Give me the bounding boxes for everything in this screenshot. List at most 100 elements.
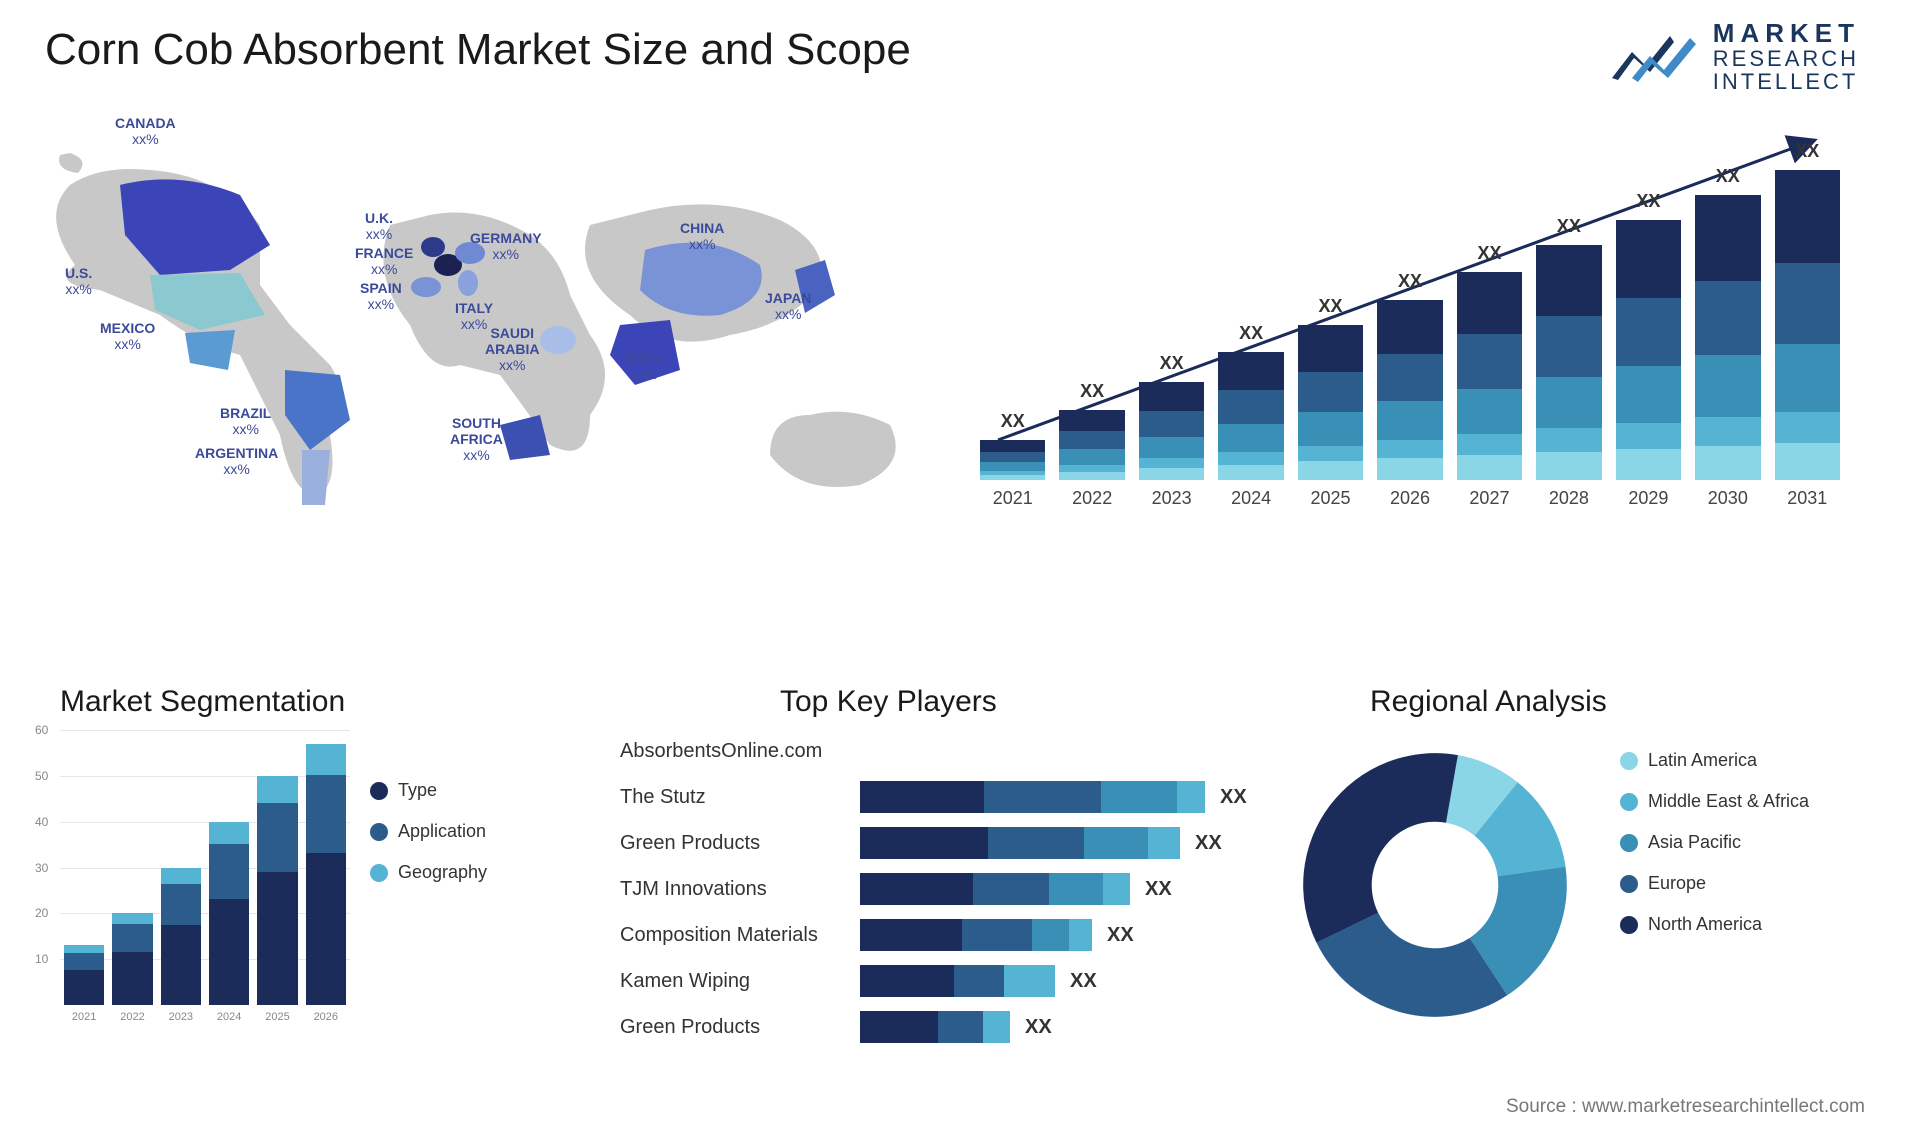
brand-line1: MARKET — [1713, 20, 1860, 47]
bar-value-label: XX — [1059, 381, 1124, 402]
key-player-name: The Stutz — [620, 786, 860, 809]
y-tick-label: 10 — [35, 952, 48, 966]
key-player-row: The Stutz XX — [620, 776, 1260, 818]
key-players-title: Top Key Players — [780, 685, 997, 719]
main-bar: XX — [1775, 120, 1840, 480]
y-tick-label: 20 — [35, 906, 48, 920]
main-bar: XX — [1218, 120, 1283, 480]
x-tick-label: 2024 — [1218, 480, 1283, 520]
map-label: JAPANxx% — [765, 290, 811, 322]
key-player-value: XX — [1107, 924, 1134, 947]
x-tick-label: 2021 — [64, 1005, 104, 1030]
segmentation-bar — [112, 913, 152, 1005]
map-label: SAUDIARABIAxx% — [485, 325, 539, 373]
map-label: CHINAxx% — [680, 220, 724, 252]
y-tick-label: 40 — [35, 815, 48, 829]
legend-item: Asia Pacific — [1620, 832, 1809, 853]
bar-value-label: XX — [1298, 296, 1363, 317]
brand-icon — [1610, 26, 1698, 88]
x-tick-label: 2021 — [980, 480, 1045, 520]
main-bar-chart: XX XX XX XX XX XX XX XX XX XX XX 2021 2022 2023 2024 2… — [980, 120, 1840, 520]
x-tick-label: 2022 — [1059, 480, 1124, 520]
main-bar: XX — [1536, 120, 1601, 480]
legend-item: Type — [370, 780, 487, 801]
main-bar: XX — [1457, 120, 1522, 480]
map-label: GERMANYxx% — [470, 230, 542, 262]
bar-value-label: XX — [980, 411, 1045, 432]
x-tick-label: 2027 — [1457, 480, 1522, 520]
map-label: FRANCExx% — [355, 245, 413, 277]
source-text: Source : www.marketresearchintellect.com — [1506, 1096, 1865, 1118]
map-label: U.K.xx% — [365, 210, 393, 242]
key-players-chart: AbsorbentsOnline.comThe StutzXXGreen Pro… — [620, 730, 1260, 1050]
key-player-name: AbsorbentsOnline.com — [620, 740, 860, 763]
segmentation-title: Market Segmentation — [60, 685, 345, 719]
map-label: SPAINxx% — [360, 280, 402, 312]
x-tick-label: 2023 — [1139, 480, 1204, 520]
x-tick-label: 2026 — [306, 1005, 346, 1030]
key-player-value: XX — [1220, 786, 1247, 809]
main-bar: XX — [1139, 120, 1204, 480]
page-title: Corn Cob Absorbent Market Size and Scope — [45, 25, 911, 75]
key-player-value: XX — [1195, 832, 1222, 855]
x-tick-label: 2025 — [1298, 480, 1363, 520]
key-player-name: Composition Materials — [620, 924, 860, 947]
bar-value-label: XX — [1218, 323, 1283, 344]
map-label: MEXICOxx% — [100, 320, 155, 352]
x-tick-label: 2031 — [1775, 480, 1840, 520]
y-tick-label: 50 — [35, 769, 48, 783]
key-player-row: TJM Innovations XX — [620, 868, 1260, 910]
brand-line3: INTELLECT — [1713, 70, 1860, 93]
legend-item: North America — [1620, 914, 1809, 935]
main-bar: XX — [980, 120, 1045, 480]
x-tick-label: 2022 — [112, 1005, 152, 1030]
bar-value-label: XX — [1536, 216, 1601, 237]
y-tick-label: 60 — [35, 723, 48, 737]
segmentation-chart: 202120222023202420252026 102030405060 — [30, 730, 350, 1030]
legend-item: Middle East & Africa — [1620, 791, 1809, 812]
main-bar: XX — [1377, 120, 1442, 480]
x-tick-label: 2029 — [1616, 480, 1681, 520]
regional-legend: Latin America Middle East & Africa Asia Pa… — [1620, 750, 1809, 955]
segmentation-bar — [64, 945, 104, 1005]
key-player-row: Kamen Wiping XX — [620, 960, 1260, 1002]
map-label: INDIAxx% — [625, 350, 663, 382]
main-bar: XX — [1298, 120, 1363, 480]
bar-value-label: XX — [1457, 243, 1522, 264]
key-player-value: XX — [1145, 878, 1172, 901]
key-player-name: TJM Innovations — [620, 878, 860, 901]
bar-value-label: XX — [1377, 271, 1442, 292]
map-label: U.S.xx% — [65, 265, 92, 297]
x-tick-label: 2030 — [1695, 480, 1760, 520]
key-player-name: Kamen Wiping — [620, 970, 860, 993]
map-label: ARGENTINAxx% — [195, 445, 278, 477]
main-bar: XX — [1695, 120, 1760, 480]
segmentation-bar — [306, 744, 346, 1005]
main-bar: XX — [1616, 120, 1681, 480]
key-player-row: Composition Materials XX — [620, 914, 1260, 956]
bar-value-label: XX — [1139, 353, 1204, 374]
map-label: CANADAxx% — [115, 115, 176, 147]
segmentation-bar — [161, 868, 201, 1006]
bar-value-label: XX — [1616, 191, 1681, 212]
key-player-name: Green Products — [620, 1016, 860, 1039]
brand-line2: RESEARCH — [1713, 47, 1860, 70]
x-tick-label: 2028 — [1536, 480, 1601, 520]
x-tick-label: 2026 — [1377, 480, 1442, 520]
key-player-name: Green Products — [620, 832, 860, 855]
regional-title: Regional Analysis — [1370, 685, 1607, 719]
key-player-value: XX — [1025, 1016, 1052, 1039]
segmentation-legend: TypeApplicationGeography — [370, 780, 487, 903]
legend-item: Europe — [1620, 873, 1809, 894]
key-player-value: XX — [1070, 970, 1097, 993]
legend-item: Latin America — [1620, 750, 1809, 771]
key-player-row: Green Products XX — [620, 822, 1260, 864]
legend-item: Application — [370, 821, 487, 842]
bar-value-label: XX — [1775, 141, 1840, 162]
map-label: BRAZILxx% — [220, 405, 271, 437]
brand-logo: MARKET RESEARCH INTELLECT — [1610, 20, 1860, 93]
x-tick-label: 2023 — [161, 1005, 201, 1030]
y-tick-label: 30 — [35, 861, 48, 875]
segmentation-bar — [209, 822, 249, 1005]
x-tick-label: 2025 — [257, 1005, 297, 1030]
